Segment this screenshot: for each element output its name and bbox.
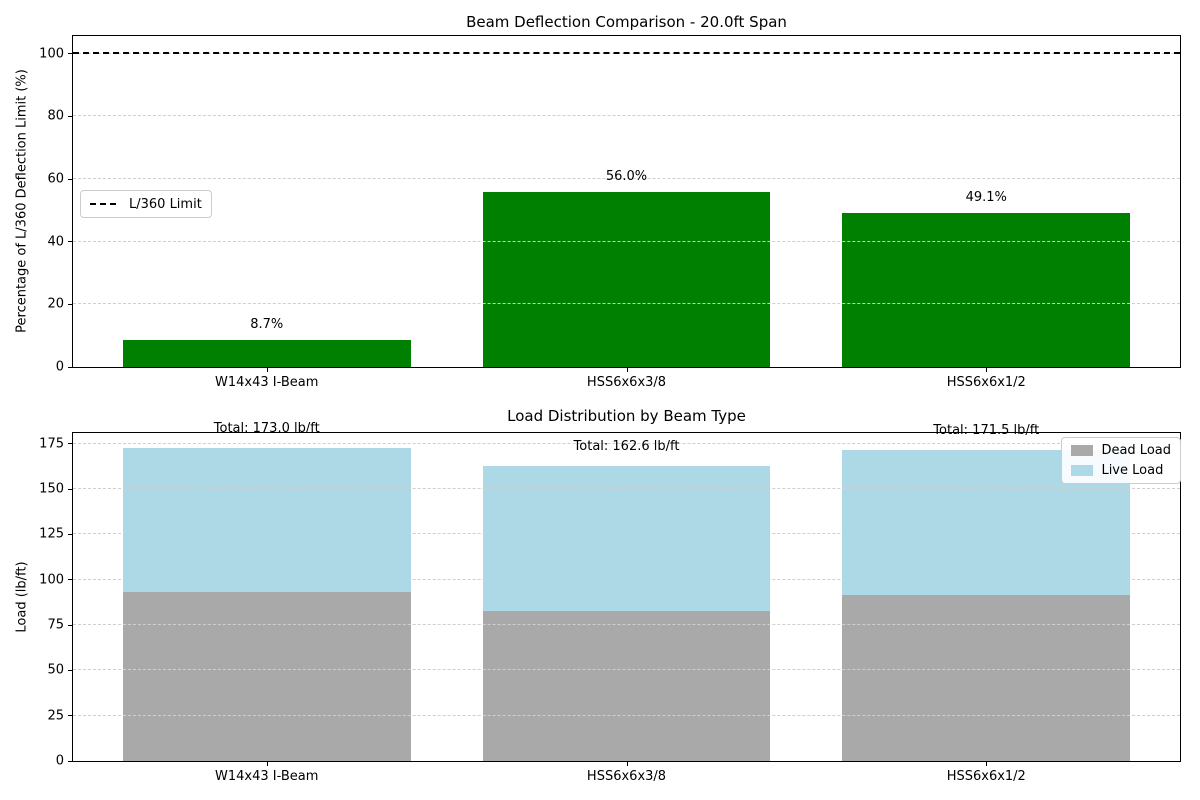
bar-value-label: 8.7% [250,316,284,332]
deflection-limit-line [73,51,1180,54]
bar-value-label: 56.0% [605,168,648,184]
total-label: Total: 162.6 lb/ft [573,439,680,455]
y-tick [68,53,73,55]
legend-row-live-load: Live Load [1071,463,1171,478]
x-tick-label: HSS6x6x3/8 [586,375,667,390]
y-tick-label: 175 [39,436,64,452]
y-tick-label: 80 [47,108,64,124]
x-tick-label: HSS6x6x3/8 [586,769,667,784]
x-tick [986,367,988,372]
y-tick-label: 100 [39,46,64,62]
bar-value-label: 49.1% [965,190,1007,206]
y-tick [68,488,73,490]
load-chart-title: Load Distribution by Beam Type [507,407,746,425]
live-load-swatch [1071,465,1094,476]
bar-segment-dead-load [122,592,411,761]
bar-segment-live-load [122,447,411,593]
y-tick-label: 100 [39,572,64,588]
gridline [73,624,1180,626]
gridline [73,303,1180,305]
legend-label-live-load: Live Load [1101,463,1164,478]
gridline [73,533,1180,535]
y-tick [68,443,73,445]
y-tick-label: 75 [47,617,64,633]
x-tick-label: W14x43 I-Beam [215,769,319,784]
x-tick-label: HSS6x6x1/2 [946,375,1026,390]
load-plot-area: 0 25 50 75 100 125 150 175 W14x43 I-Beam Total: 1… [39,421,1181,784]
y-tick [68,533,73,535]
x-tick-label: HSS6x6x1/2 [946,769,1026,784]
dead-load-swatch [1071,445,1094,456]
y-tick [68,579,73,581]
deflection-legend: L/360 Limit [80,190,212,218]
gridline [73,578,1180,580]
legend-label-l360-limit: L/360 Limit [129,196,202,212]
y-tick [68,624,73,626]
y-tick [68,241,73,243]
y-tick-label: 125 [39,526,64,542]
gridline [73,714,1180,716]
load-y-axis-label: Load (lb/ft) [14,561,30,633]
gridline [73,442,1180,444]
x-tick [266,367,268,372]
bar-segment-dead-load [482,611,771,761]
total-label: Total: 173.0 lb/ft [213,420,320,436]
gridline [73,669,1180,671]
dashed-line-swatch [90,203,116,205]
y-tick [68,669,73,671]
deflection-plot-area: 0 20 40 60 80 100 W14x43 I-Beam 8.7% HSS6x6x3/8 5… [39,35,1181,390]
y-tick-label: 60 [47,171,64,187]
bar-segment-dead-load [842,595,1131,761]
x-tick-label: W14x43 I-Beam [215,375,319,390]
legend-label-dead-load: Dead Load [1101,443,1171,458]
x-tick [986,761,988,766]
bar-segment-live-load [482,466,771,612]
y-tick [68,715,73,717]
y-tick [68,366,73,368]
y-tick [68,303,73,305]
y-tick-label: 50 [47,662,64,678]
y-tick-label: 40 [47,234,64,250]
y-tick [68,760,73,762]
bar [842,213,1131,367]
y-tick [68,178,73,180]
gridline [73,488,1180,490]
x-tick [266,761,268,766]
y-tick-label: 0 [55,753,64,769]
legend-row-dead-load: Dead Load [1071,443,1171,458]
gridline [73,115,1180,117]
load-legend: Dead Load Live Load [1061,437,1181,484]
y-tick-label: 150 [39,481,64,497]
y-tick-label: 0 [55,359,64,375]
gridline [73,178,1180,180]
y-tick-label: 25 [47,708,64,724]
bar [122,339,411,367]
x-tick [626,367,628,372]
bar [482,191,771,367]
x-tick [626,761,628,766]
y-tick-label: 20 [47,296,64,312]
deflection-y-axis-label: Percentage of L/360 Deflection Limit (%) [14,69,30,333]
deflection-chart-title: Beam Deflection Comparison - 20.0ft Span [466,13,787,31]
gridline [73,240,1180,242]
y-tick [68,115,73,117]
total-label: Total: 171.5 lb/ft [933,423,1040,439]
